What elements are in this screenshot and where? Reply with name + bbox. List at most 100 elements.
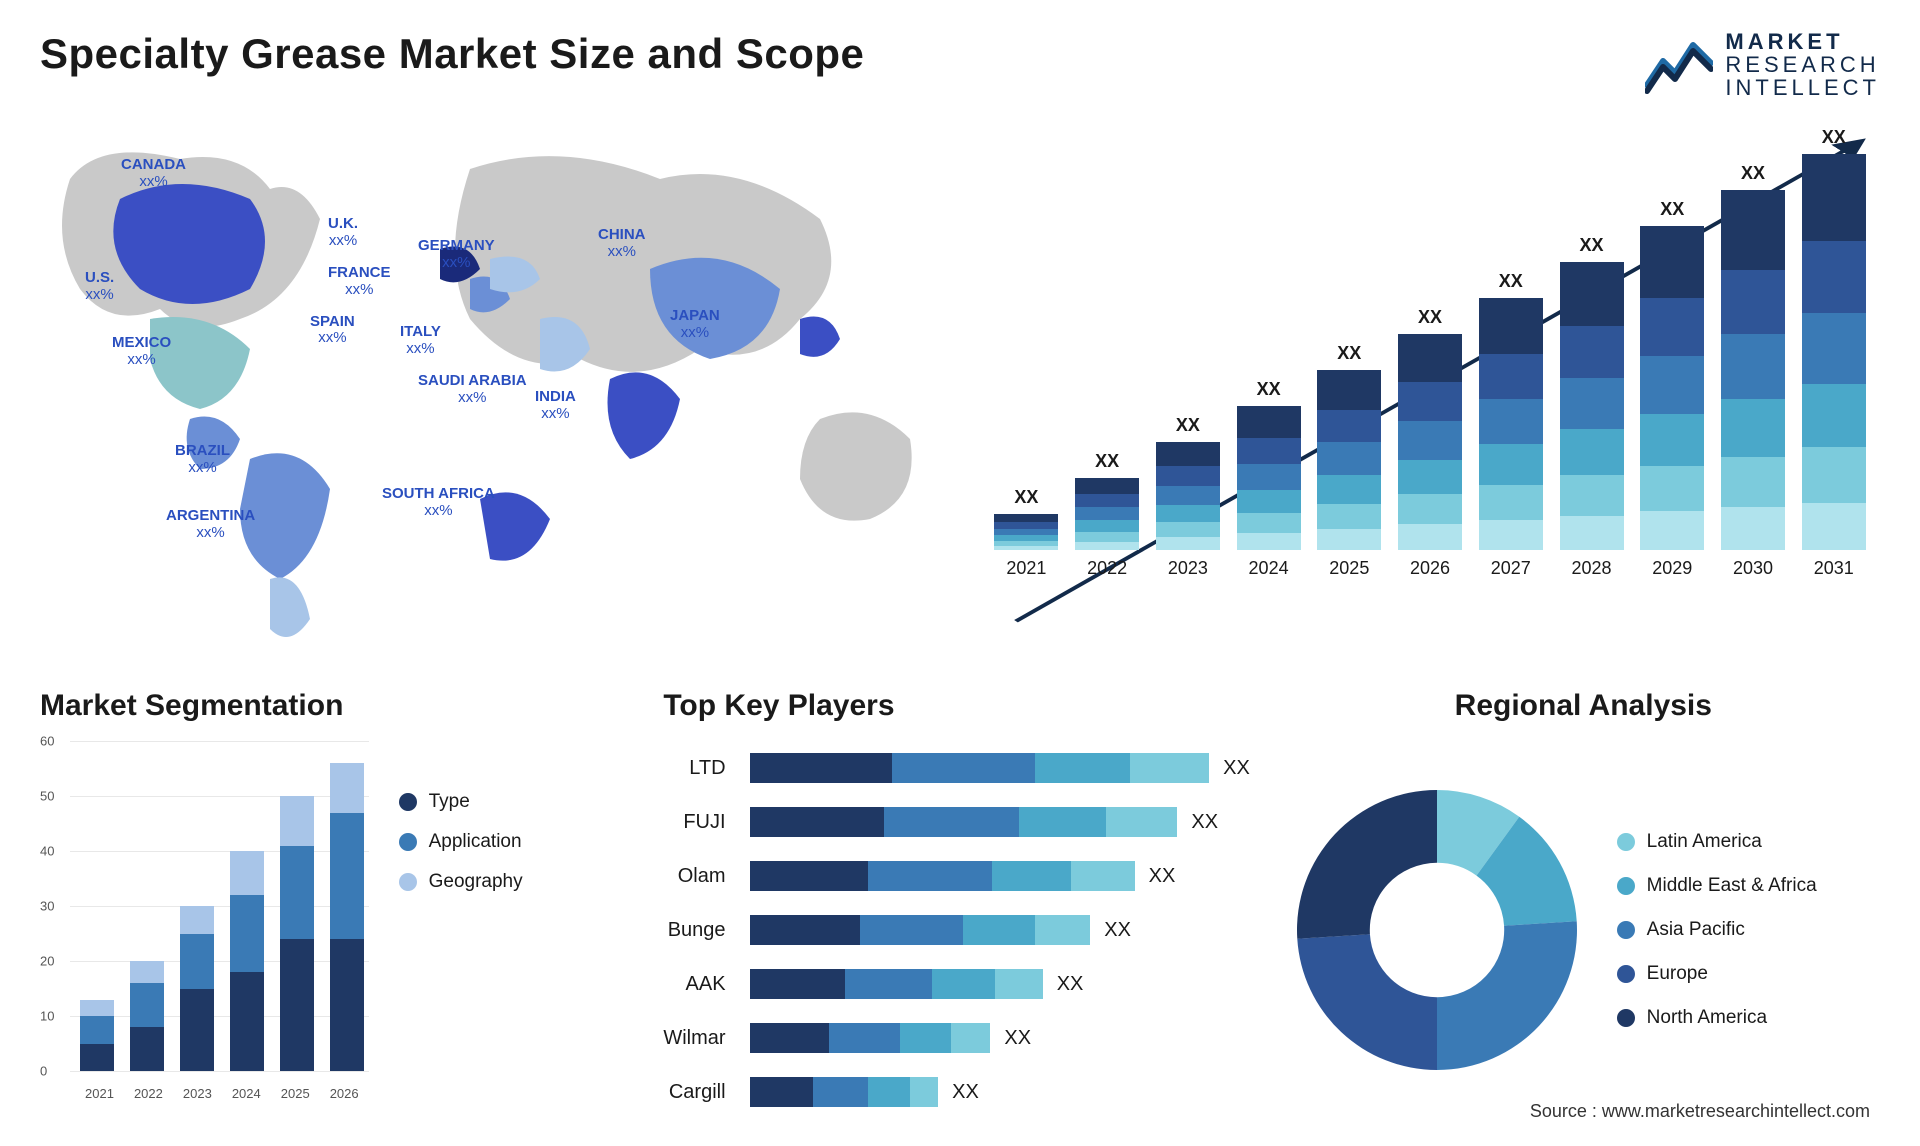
growth-bar-2028: XX 2028 (1555, 235, 1628, 579)
player-label-bunge: Bunge (668, 919, 726, 942)
seg-legend-application: Application (399, 831, 634, 853)
map-label-japan: JAPANxx% (670, 308, 720, 341)
player-bar-olam: XX (750, 861, 1257, 891)
growth-bar-value: XX (1822, 127, 1846, 148)
map-label-mexico: MEXICOxx% (112, 335, 171, 368)
growth-bar-year: 2021 (1006, 558, 1046, 579)
player-bar-fuji: XX (750, 807, 1257, 837)
map-label-india: INDIAxx% (535, 389, 576, 422)
growth-bar-year: 2025 (1329, 558, 1369, 579)
player-value: XX (1149, 865, 1176, 888)
map-label-germany: GERMANYxx% (418, 238, 495, 271)
player-bar-ltd: XX (750, 753, 1257, 783)
segmentation-legend: TypeApplicationGeography (399, 741, 634, 1119)
player-label-cargill: Cargill (669, 1081, 726, 1104)
growth-bar-2030: XX 2030 (1717, 163, 1790, 579)
players-chart: XX XX XX XX XX XX XX (750, 741, 1257, 1119)
growth-bar-2027: XX 2027 (1474, 271, 1547, 579)
source-attribution: Source : www.marketresearchintellect.com (1530, 1101, 1870, 1122)
growth-bar-2024: XX2024 (1232, 379, 1305, 579)
seg-bar-2024 (225, 851, 269, 1071)
logo-line-3: INTELLECT (1725, 76, 1880, 99)
growth-bar-year: 2023 (1168, 558, 1208, 579)
player-bar-aak: XX (750, 969, 1257, 999)
seg-bar-2023 (175, 906, 219, 1071)
growth-bar-2031: XX 2031 (1797, 127, 1870, 579)
growth-bar-value: XX (1660, 199, 1684, 220)
player-value: XX (1191, 811, 1218, 834)
donut-slice-europe (1297, 935, 1437, 1071)
player-label-ltd: LTD (689, 757, 725, 780)
growth-bar-year: 2027 (1491, 558, 1531, 579)
player-label-wilmar: Wilmar (663, 1027, 725, 1050)
growth-bar-value: XX (1741, 163, 1765, 184)
growth-bar-value: XX (1418, 307, 1442, 328)
player-value: XX (1057, 973, 1084, 996)
map-label-brazil: BRAZILxx% (175, 443, 230, 476)
growth-bar-chart: XX2021XX2022XX2023XX2024XX2025XX2026XX20… (980, 119, 1880, 659)
growth-bar-value: XX (1337, 343, 1361, 364)
regional-panel: Regional Analysis Latin America Middle Ea… (1287, 689, 1880, 1119)
map-label-france: FRANCExx% (328, 265, 391, 298)
map-label-uk: U.K.xx% (328, 216, 358, 249)
growth-bar-year: 2030 (1733, 558, 1773, 579)
region-legend-asia-pacific: Asia Pacific (1617, 919, 1817, 941)
growth-bar-value: XX (1095, 451, 1119, 472)
page-title: Specialty Grease Market Size and Scope (40, 30, 864, 78)
segmentation-panel: Market Segmentation 01020304050602021202… (40, 689, 633, 1119)
growth-bar-year: 2022 (1087, 558, 1127, 579)
growth-bar-value: XX (1580, 235, 1604, 256)
player-bar-cargill: XX (750, 1077, 1257, 1107)
map-label-spain: SPAINxx% (310, 314, 355, 347)
growth-bar-2029: XX 2029 (1636, 199, 1709, 579)
growth-bar-value: XX (1499, 271, 1523, 292)
seg-bar-2026 (325, 763, 369, 1071)
player-value: XX (952, 1081, 979, 1104)
growth-bar-2025: XX 2025 (1313, 343, 1386, 579)
seg-xlabel: 2022 (124, 1086, 173, 1101)
brand-logo: MARKET RESEARCH INTELLECT (1645, 30, 1880, 99)
regional-donut-chart (1287, 780, 1587, 1080)
region-legend-latin-america: Latin America (1617, 831, 1817, 853)
seg-xlabel: 2025 (271, 1086, 320, 1101)
growth-bar-year: 2028 (1571, 558, 1611, 579)
map-label-china: CHINAxx% (598, 227, 646, 260)
player-value: XX (1104, 919, 1131, 942)
world-map-panel: CANADAxx%U.S.xx%MEXICOxx%BRAZILxx%ARGENT… (40, 119, 940, 659)
seg-xlabel: 2024 (222, 1086, 271, 1101)
map-label-argentina: ARGENTINAxx% (166, 508, 255, 541)
players-title: Top Key Players (663, 689, 1256, 723)
player-value: XX (1004, 1027, 1031, 1050)
map-label-southafrica: SOUTH AFRICAxx% (382, 486, 495, 519)
seg-bar-2022 (125, 961, 169, 1071)
growth-bar-2023: XX 2023 (1151, 415, 1224, 579)
player-label-olam: Olam (678, 865, 726, 888)
regional-legend: Latin America Middle East & Africa Asia Pa… (1617, 831, 1817, 1029)
growth-bar-year: 2024 (1249, 558, 1289, 579)
map-label-saudiarabia: SAUDI ARABIAxx% (418, 373, 527, 406)
player-bar-bunge: XX (750, 915, 1257, 945)
players-panel: Top Key Players LTD FUJI Olam Bunge AAK Wilma… (663, 689, 1256, 1119)
player-label-fuji: FUJI (683, 811, 725, 834)
logo-mark-icon (1645, 35, 1713, 95)
region-legend-europe: Europe (1617, 963, 1817, 985)
growth-bar-value: XX (1176, 415, 1200, 436)
growth-bar-year: 2031 (1814, 558, 1854, 579)
player-bar-wilmar: XX (750, 1023, 1257, 1053)
map-label-us: U.S.xx% (85, 270, 114, 303)
seg-bar-2021 (75, 1000, 119, 1072)
donut-slice-asia-pacific (1437, 921, 1577, 1070)
regional-title: Regional Analysis (1287, 689, 1880, 723)
logo-line-2: RESEARCH (1725, 53, 1880, 76)
growth-bar-2022: XX 2022 (1071, 451, 1144, 579)
growth-bar-year: 2026 (1410, 558, 1450, 579)
growth-bar-year: 2029 (1652, 558, 1692, 579)
region-legend-middle-east---africa: Middle East & Africa (1617, 875, 1817, 897)
player-label-aak: AAK (686, 973, 726, 996)
growth-bar-2026: XX 2026 (1394, 307, 1467, 579)
seg-legend-geography: Geography (399, 871, 634, 893)
seg-bar-2025 (275, 796, 319, 1071)
player-value: XX (1223, 757, 1250, 780)
segmentation-chart: 0102030405060202120222023202420252026 (40, 741, 369, 1101)
growth-bar-2021: XX2021 (990, 487, 1063, 579)
